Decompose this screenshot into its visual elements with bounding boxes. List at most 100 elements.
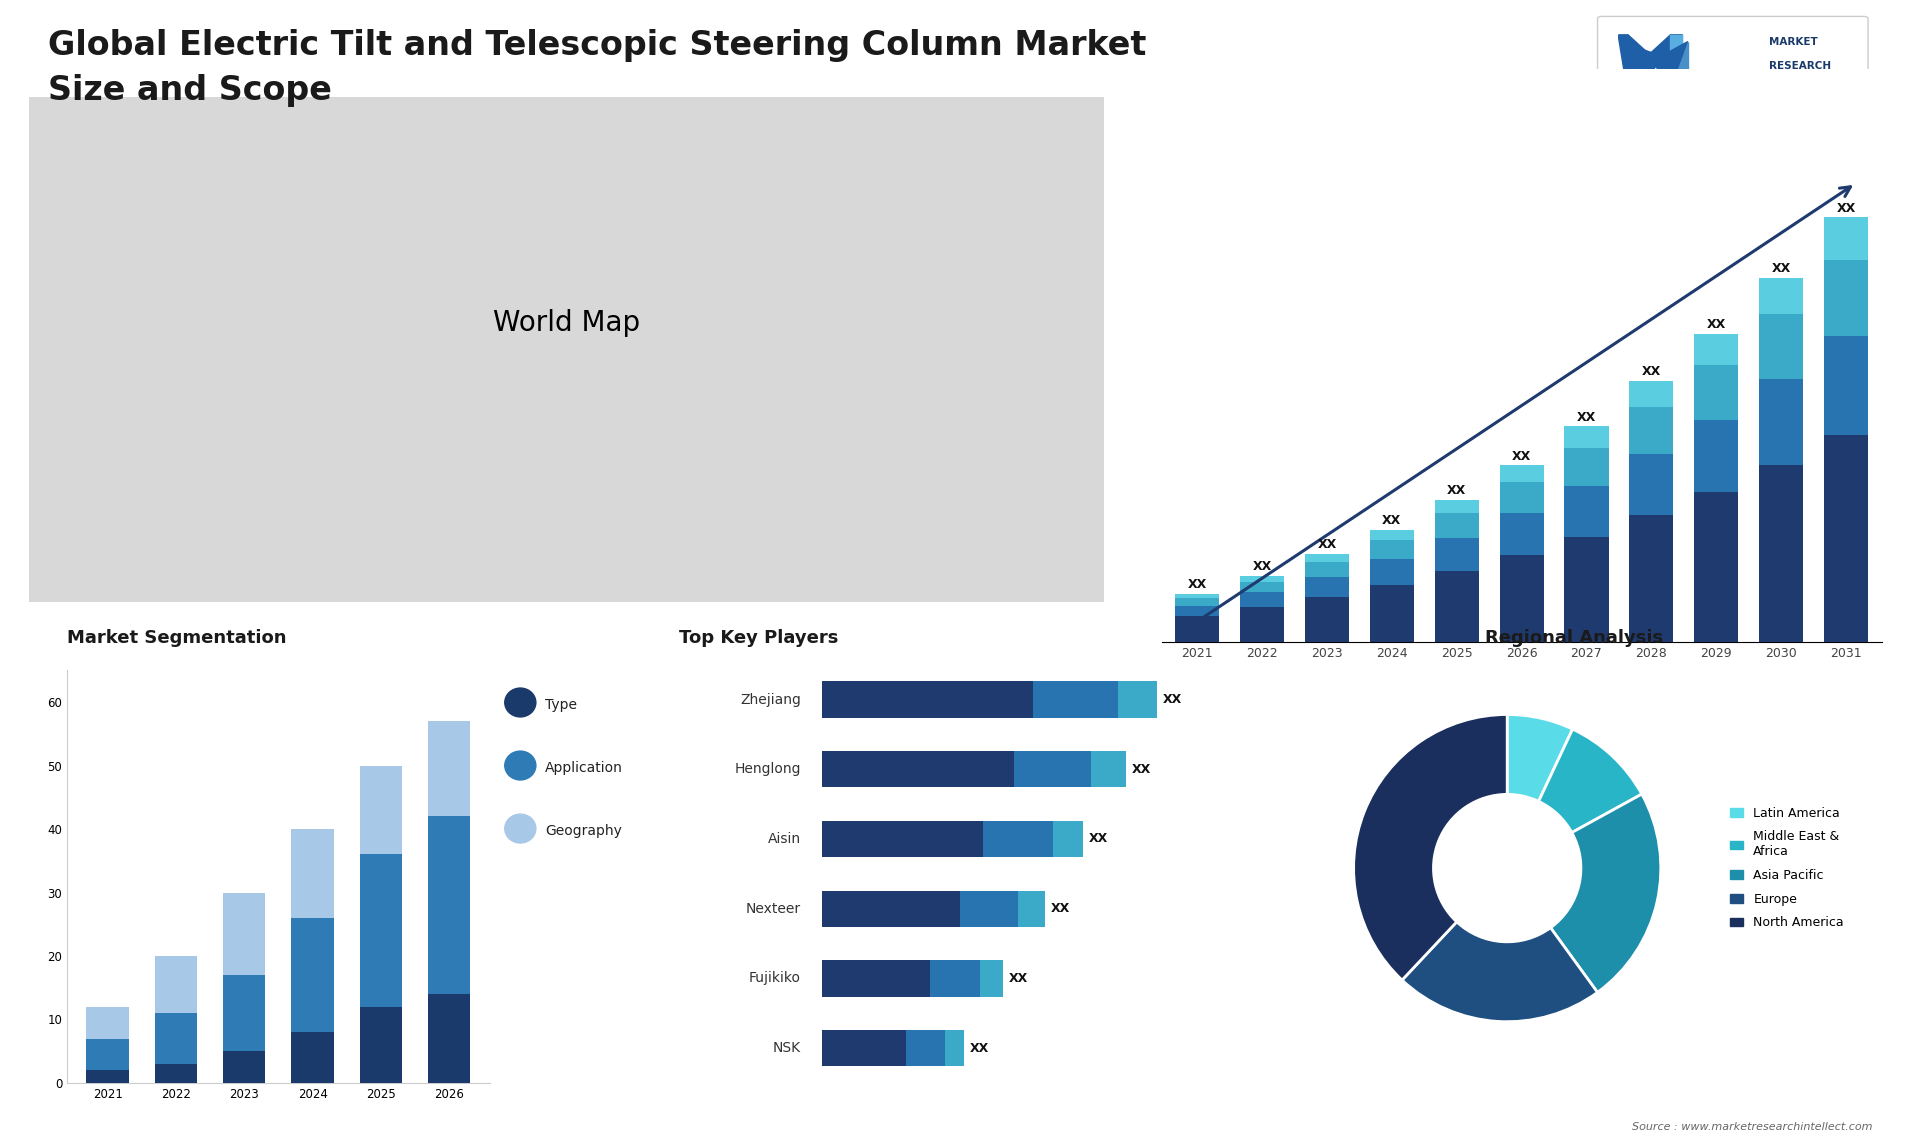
Text: Top Key Players: Top Key Players — [678, 629, 839, 647]
Bar — [1693, 421, 1738, 493]
Bar — [1630, 454, 1674, 515]
Text: XX: XX — [1707, 319, 1726, 331]
Bar — [86, 1038, 129, 1070]
Bar — [1759, 314, 1803, 379]
Bar — [428, 816, 470, 994]
Bar — [1824, 336, 1868, 435]
Wedge shape — [1354, 714, 1507, 980]
Bar — [1369, 541, 1413, 558]
Bar — [1565, 448, 1609, 486]
Bar — [1306, 597, 1350, 642]
Circle shape — [505, 814, 536, 843]
Bar — [223, 893, 265, 975]
Text: Type: Type — [545, 698, 578, 712]
Bar — [1306, 576, 1350, 597]
Wedge shape — [1538, 729, 1642, 833]
Bar — [1630, 515, 1674, 642]
Bar — [1306, 563, 1350, 576]
Bar — [1693, 364, 1738, 421]
Bar — [1240, 582, 1284, 592]
Bar — [1565, 486, 1609, 536]
Text: World Map: World Map — [493, 309, 639, 337]
Bar — [1824, 260, 1868, 336]
Bar — [156, 956, 198, 1013]
Bar — [1175, 605, 1219, 617]
Text: Regional Analysis: Regional Analysis — [1486, 629, 1663, 647]
Bar — [1500, 513, 1544, 555]
Bar — [1824, 435, 1868, 642]
Bar — [1175, 617, 1219, 642]
Text: XX: XX — [1188, 578, 1208, 591]
Wedge shape — [1402, 921, 1597, 1022]
Text: Application: Application — [545, 761, 624, 775]
Bar — [86, 1007, 129, 1038]
Bar — [1693, 335, 1738, 364]
Text: RESEARCH: RESEARCH — [1768, 61, 1830, 71]
Bar — [1175, 598, 1219, 605]
Text: INTELLECT: INTELLECT — [1768, 85, 1832, 95]
Circle shape — [505, 688, 536, 717]
Bar — [292, 918, 334, 1033]
Polygon shape — [1620, 41, 1688, 80]
Text: XX: XX — [1382, 513, 1402, 527]
Bar — [1240, 607, 1284, 642]
Text: XX: XX — [1317, 539, 1336, 551]
Text: Nexteer: Nexteer — [745, 902, 801, 916]
Polygon shape — [1620, 41, 1647, 80]
Polygon shape — [1670, 34, 1682, 87]
Bar — [1369, 558, 1413, 584]
Bar — [1824, 218, 1868, 260]
Text: NSK: NSK — [774, 1041, 801, 1055]
Text: XX: XX — [1252, 560, 1271, 573]
Text: XX: XX — [1642, 366, 1661, 378]
Bar — [1565, 536, 1609, 642]
Bar — [223, 975, 265, 1051]
Bar — [1759, 465, 1803, 642]
Bar — [1630, 407, 1674, 454]
Text: MARKET: MARKET — [1768, 37, 1816, 47]
Bar — [1240, 592, 1284, 607]
Text: Geography: Geography — [545, 824, 622, 838]
Bar — [1240, 575, 1284, 582]
Bar — [1434, 537, 1478, 571]
Bar — [1500, 555, 1544, 642]
Bar — [1434, 571, 1478, 642]
Text: XX: XX — [1772, 262, 1791, 275]
Text: Size and Scope: Size and Scope — [48, 74, 332, 108]
Bar — [292, 829, 334, 918]
Bar — [428, 721, 470, 816]
Bar — [428, 994, 470, 1083]
Bar — [86, 1070, 129, 1083]
Wedge shape — [1551, 794, 1661, 992]
Bar — [1306, 554, 1350, 563]
Text: Zhejiang: Zhejiang — [739, 692, 801, 707]
Text: XX: XX — [1576, 410, 1596, 424]
Bar — [1434, 500, 1478, 513]
Text: XX: XX — [1511, 449, 1532, 463]
Bar — [359, 766, 401, 855]
Text: Fujikiko: Fujikiko — [749, 972, 801, 986]
Text: XX: XX — [1836, 202, 1855, 214]
Legend: Latin America, Middle East &
Africa, Asia Pacific, Europe, North America: Latin America, Middle East & Africa, Asi… — [1724, 802, 1849, 934]
Bar — [1369, 529, 1413, 541]
Bar — [359, 855, 401, 1007]
Bar — [1630, 382, 1674, 407]
Bar — [1500, 465, 1544, 482]
Bar — [1369, 584, 1413, 642]
Bar — [1759, 278, 1803, 314]
Text: Market Segmentation: Market Segmentation — [67, 629, 286, 647]
Bar — [1759, 379, 1803, 465]
Circle shape — [505, 751, 536, 780]
Polygon shape — [1619, 34, 1682, 87]
Bar — [1175, 594, 1219, 598]
Bar — [1693, 493, 1738, 642]
Bar — [1565, 426, 1609, 448]
Bar — [1500, 482, 1544, 513]
Text: Source : www.marketresearchintellect.com: Source : www.marketresearchintellect.com — [1632, 1122, 1872, 1132]
Bar — [359, 1007, 401, 1083]
Bar — [223, 1051, 265, 1083]
Wedge shape — [1507, 714, 1572, 801]
Bar — [156, 1013, 198, 1063]
Text: XX: XX — [1448, 484, 1467, 497]
Text: Aisin: Aisin — [768, 832, 801, 846]
